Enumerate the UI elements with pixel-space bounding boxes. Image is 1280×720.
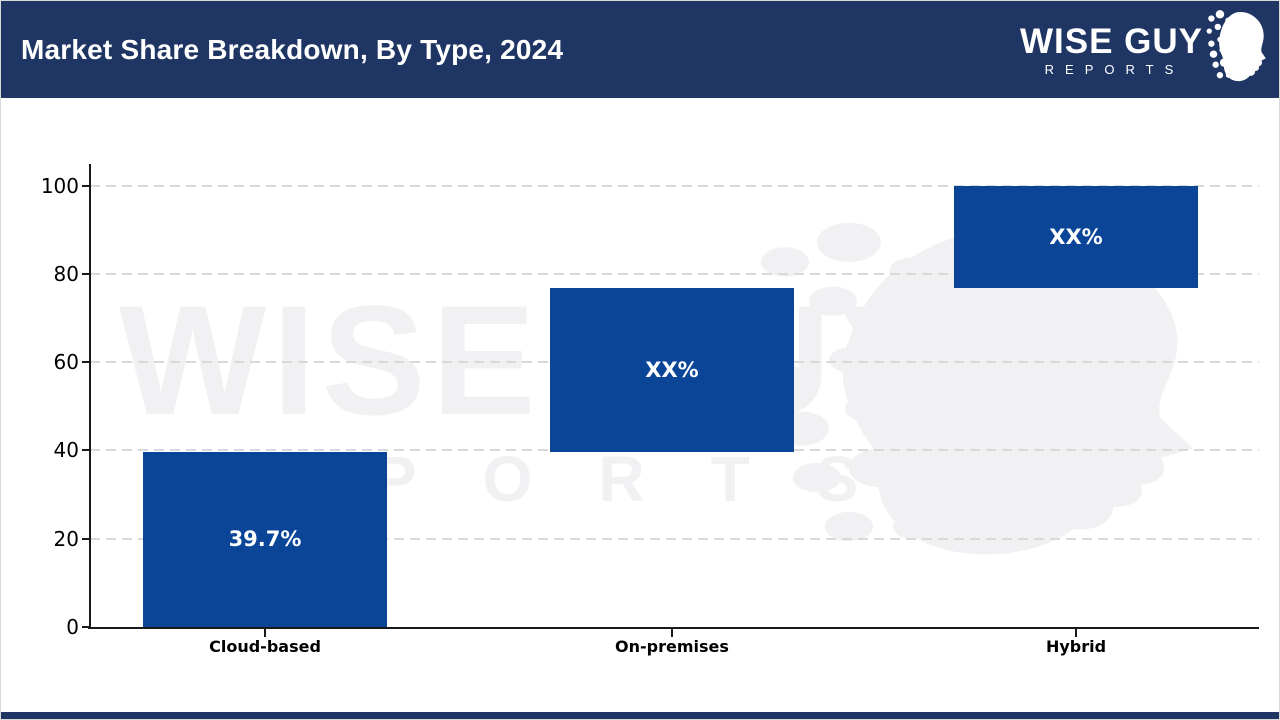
y-tick-mark xyxy=(82,184,89,187)
x-tick-mark xyxy=(264,629,266,637)
y-gridline xyxy=(90,272,1259,275)
y-tick-label: 20 xyxy=(53,526,79,551)
bar-value-label: 39.7% xyxy=(228,527,302,552)
wiseguy-logo: WISE GUY REPORTS xyxy=(1020,8,1269,92)
y-tick-mark xyxy=(82,449,89,452)
bar-value-label: XX% xyxy=(645,357,699,382)
logo-reports-text: REPORTS xyxy=(1044,61,1185,77)
bar-value-label: XX% xyxy=(1049,224,1103,249)
logo-name-text: WISE GUY xyxy=(1019,21,1203,61)
footer-accent-bar xyxy=(1,712,1279,719)
x-category-label: Cloud-based xyxy=(209,637,321,656)
y-tick-label: 0 xyxy=(66,615,79,639)
y-tick-mark xyxy=(82,626,89,628)
y-tick-label: 40 xyxy=(53,438,79,463)
y-gridline xyxy=(90,184,1259,187)
y-tick-label: 100 xyxy=(40,173,79,198)
y-tick-mark xyxy=(82,537,89,540)
wiseguy-face-logo-icon xyxy=(1205,8,1269,92)
y-axis-line xyxy=(89,164,91,629)
y-tick-mark xyxy=(82,272,89,275)
x-tick-mark xyxy=(1075,629,1077,637)
bar-cloud-based: 39.7% xyxy=(143,451,387,627)
x-axis-line xyxy=(88,627,1259,629)
y-gridline xyxy=(90,537,1259,540)
y-tick-label: 60 xyxy=(53,350,79,375)
bar-hybrid: XX% xyxy=(954,185,1198,288)
bar-on-premises: XX% xyxy=(550,287,794,452)
header-bar: Market Share Breakdown, By Type, 2024 WI… xyxy=(1,1,1279,98)
x-category-label: Hybrid xyxy=(1045,637,1107,656)
chart-title: Market Share Breakdown, By Type, 2024 xyxy=(21,33,564,65)
x-tick-mark xyxy=(671,629,673,637)
y-tick-mark xyxy=(82,361,89,364)
y-tick-label: 80 xyxy=(53,261,79,286)
x-category-label: On-premises xyxy=(615,637,729,656)
